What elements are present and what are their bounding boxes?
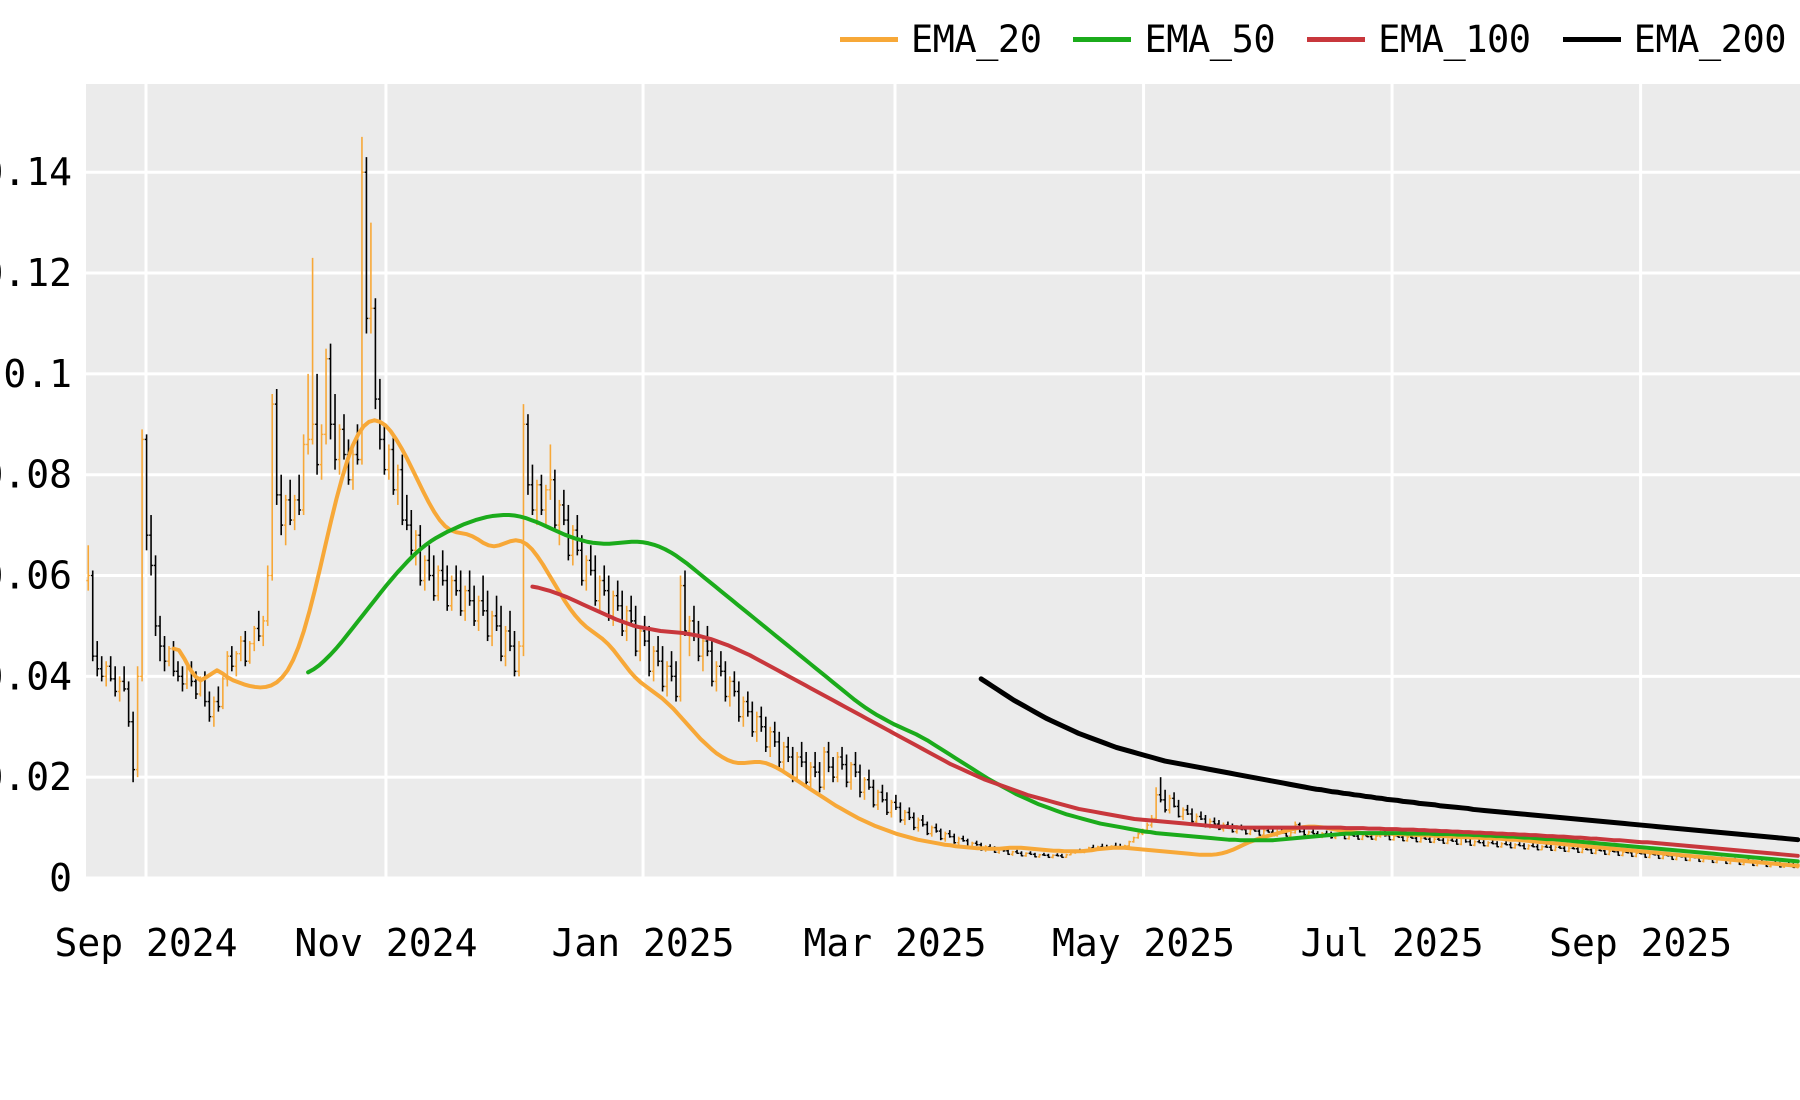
y-tick-label: 0.04 — [0, 654, 72, 698]
x-tick-label: Mar 2025 — [803, 921, 986, 965]
legend-label-ema-50: EMA_50 — [1144, 17, 1276, 61]
x-tick-label: Nov 2024 — [294, 921, 477, 965]
x-tick-label: Jul 2025 — [1301, 921, 1484, 965]
y-tick-label: 0.1 — [3, 352, 72, 396]
x-tick-label: May 2025 — [1052, 921, 1235, 965]
x-tick-label: Jan 2025 — [552, 921, 735, 965]
legend-label-ema-20: EMA_20 — [910, 17, 1042, 61]
legend-swatch-ema-200 — [1562, 36, 1621, 42]
legend-swatch-ema-100 — [1307, 36, 1366, 42]
y-tick-label: 0 — [49, 856, 72, 900]
y-tick-label: 0.02 — [0, 755, 72, 799]
y-axis-ticks: 0 0.02 0.04 0.06 0.08 0.1 0.12 0.14 — [0, 150, 72, 900]
y-tick-label: 0.14 — [0, 150, 72, 194]
ema-lines — [171, 418, 1800, 868]
x-tick-label: Sep 2024 — [54, 921, 237, 965]
legend-swatch-ema-20 — [839, 36, 898, 42]
legend-entry-ema-20[interactable]: EMA_20 — [839, 17, 1042, 61]
legend-entry-ema-50[interactable]: EMA_50 — [1073, 17, 1276, 61]
y-tick-label: 0.12 — [0, 251, 72, 295]
x-tick-label: Sep 2025 — [1549, 921, 1732, 965]
legend-label-ema-100: EMA_100 — [1378, 17, 1531, 61]
x-axis-ticks: Sep 2024 Nov 2024 Jan 2025 Mar 2025 May 2025… — [54, 921, 1732, 965]
y-gridlines — [86, 170, 1800, 880]
ohlc-bars — [86, 136, 1800, 869]
y-tick-label: 0.08 — [0, 453, 72, 497]
legend-entry-ema-200[interactable]: EMA_200 — [1562, 17, 1787, 61]
chart-legend: EMA_20 EMA_50 EMA_100 EMA_200 — [0, 0, 1800, 78]
legend-swatch-ema-50 — [1073, 36, 1132, 42]
legend-label-ema-200: EMA_200 — [1633, 17, 1787, 61]
y-tick-label: 0.06 — [0, 554, 72, 598]
legend-entry-ema-100[interactable]: EMA_100 — [1307, 17, 1531, 61]
plot-background — [86, 84, 1800, 878]
